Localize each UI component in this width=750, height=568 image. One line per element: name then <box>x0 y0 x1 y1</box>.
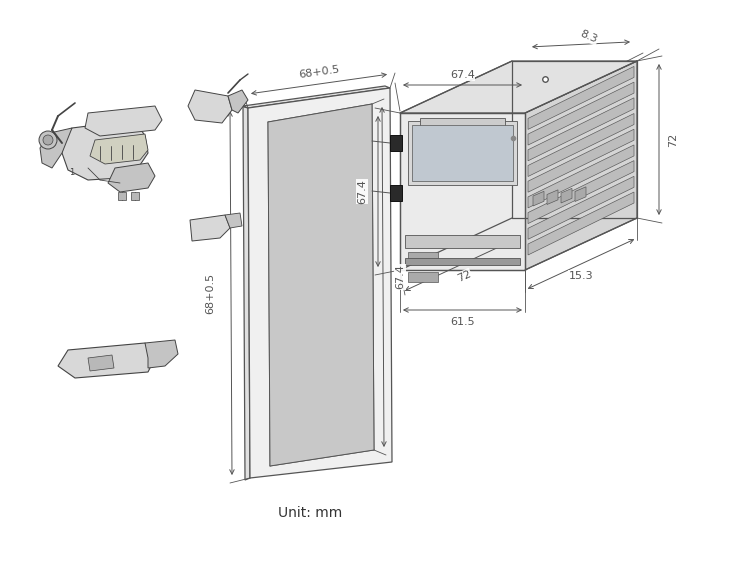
Polygon shape <box>561 189 572 203</box>
Polygon shape <box>547 190 558 204</box>
Polygon shape <box>408 121 517 185</box>
Circle shape <box>39 131 57 149</box>
Polygon shape <box>575 187 586 202</box>
Polygon shape <box>131 192 139 200</box>
Polygon shape <box>188 90 232 123</box>
Polygon shape <box>118 192 126 200</box>
Polygon shape <box>243 86 390 108</box>
Text: 15.3: 15.3 <box>568 271 593 281</box>
Text: 67.4: 67.4 <box>450 70 475 80</box>
Polygon shape <box>528 145 634 208</box>
Text: 1: 1 <box>70 168 75 177</box>
Polygon shape <box>533 191 544 206</box>
Polygon shape <box>243 106 250 480</box>
Polygon shape <box>528 129 634 192</box>
Polygon shape <box>528 66 634 130</box>
Polygon shape <box>400 113 525 270</box>
Text: 61.5: 61.5 <box>450 317 475 327</box>
Text: 72: 72 <box>668 132 678 147</box>
Polygon shape <box>228 90 248 113</box>
Polygon shape <box>390 135 402 151</box>
Polygon shape <box>528 161 634 224</box>
Polygon shape <box>528 114 634 177</box>
Polygon shape <box>420 118 505 127</box>
Polygon shape <box>528 192 634 255</box>
Text: 68+0.5: 68+0.5 <box>205 273 215 314</box>
Polygon shape <box>405 235 520 248</box>
Polygon shape <box>528 82 634 145</box>
Polygon shape <box>62 120 148 180</box>
Text: 67.4: 67.4 <box>395 265 405 290</box>
Polygon shape <box>528 176 634 239</box>
Text: 72: 72 <box>455 269 472 283</box>
Polygon shape <box>85 106 162 136</box>
Polygon shape <box>90 134 148 164</box>
Polygon shape <box>528 98 634 161</box>
Polygon shape <box>408 272 438 282</box>
Polygon shape <box>190 215 230 241</box>
Polygon shape <box>405 258 520 265</box>
Polygon shape <box>108 163 155 192</box>
Text: 68+0.5: 68+0.5 <box>298 64 340 80</box>
Polygon shape <box>408 252 438 262</box>
Text: 67.4: 67.4 <box>357 179 367 204</box>
Polygon shape <box>40 128 72 168</box>
Polygon shape <box>412 125 513 181</box>
Text: 8.3: 8.3 <box>579 29 599 45</box>
Polygon shape <box>400 61 637 113</box>
Circle shape <box>43 135 53 145</box>
Polygon shape <box>525 61 637 270</box>
Polygon shape <box>248 88 392 478</box>
Text: Unit: mm: Unit: mm <box>278 506 342 520</box>
Polygon shape <box>390 185 402 201</box>
Polygon shape <box>145 340 178 368</box>
Polygon shape <box>88 355 114 371</box>
Polygon shape <box>58 343 155 378</box>
Polygon shape <box>268 104 374 466</box>
Polygon shape <box>225 213 242 228</box>
